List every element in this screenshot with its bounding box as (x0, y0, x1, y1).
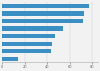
Bar (2, 57, 18, 61)
Bar (2, 26, 63, 31)
Bar (2, 34, 55, 38)
Bar (2, 19, 83, 23)
Bar (2, 11, 84, 16)
Bar (2, 42, 52, 46)
Bar (2, 49, 51, 53)
Bar (2, 4, 89, 8)
